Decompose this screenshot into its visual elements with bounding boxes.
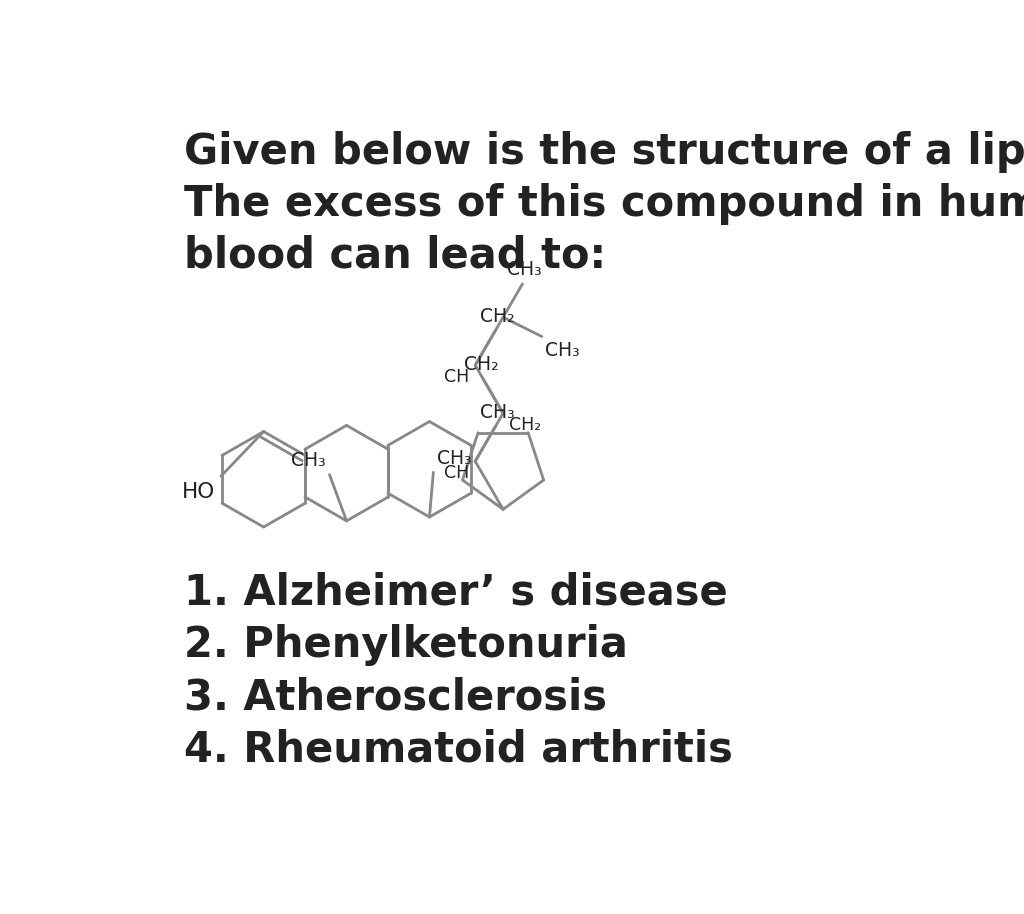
Text: CH₃: CH₃ [479,403,514,422]
Text: 3. Atherosclerosis: 3. Atherosclerosis [183,676,607,718]
Text: CH₃: CH₃ [507,260,542,280]
Text: HO: HO [181,483,215,503]
Text: CH₃: CH₃ [545,341,580,360]
Text: Given below is the structure of a lipid.: Given below is the structure of a lipid. [183,132,1024,174]
Text: CH₃: CH₃ [437,449,472,468]
Text: 4. Rheumatoid arthritis: 4. Rheumatoid arthritis [183,728,733,771]
Text: CH₃: CH₃ [291,451,326,470]
Text: CH: CH [443,368,469,387]
Text: blood can lead to:: blood can lead to: [183,234,606,276]
Text: 1. Alzheimer’ s disease: 1. Alzheimer’ s disease [183,571,727,613]
Text: The excess of this compound in human: The excess of this compound in human [183,183,1024,225]
Text: CH: CH [443,464,469,483]
Text: 2. Phenylketonuria: 2. Phenylketonuria [183,624,628,666]
Text: CH₂: CH₂ [464,355,499,374]
Text: CH₂: CH₂ [509,417,542,434]
Text: CH₂: CH₂ [479,307,514,326]
